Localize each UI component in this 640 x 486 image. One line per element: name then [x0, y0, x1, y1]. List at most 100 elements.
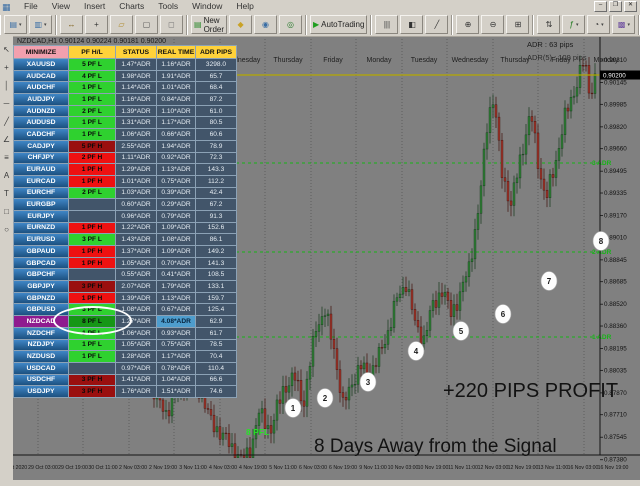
- price-axis-label: 0.88360: [604, 323, 627, 330]
- crosshair-tool[interactable]: +: [4, 63, 9, 72]
- symbol-cell-eurjpy[interactable]: EURJPY: [14, 210, 68, 222]
- symbol-cell-gbpusd[interactable]: GBPUSD: [14, 304, 68, 316]
- close-button[interactable]: ✕: [624, 1, 637, 12]
- symbol-cell-euraud[interactable]: EURAUD: [14, 164, 68, 175]
- symbol-cell-nzdchf[interactable]: NZDCHF: [14, 327, 68, 339]
- realtime-cell: 0.70*ADR: [157, 257, 195, 269]
- weekday-label: Monday: [594, 57, 619, 64]
- symbol-cell-audcad[interactable]: AUDCAD: [14, 70, 68, 82]
- crosshair-icon[interactable]: +: [85, 15, 108, 34]
- rectangle-tool[interactable]: □: [4, 207, 9, 216]
- channel-tool[interactable]: ∠: [2, 135, 11, 144]
- symbol-cell-nzdjpy[interactable]: NZDJPY: [14, 339, 68, 351]
- day-marker-number: 2: [323, 394, 328, 403]
- symbol-cell-audjpy[interactable]: AUDJPY: [14, 94, 68, 105]
- arrange-icon[interactable]: ⇅: [537, 15, 561, 34]
- tile-windows-icon[interactable]: ⊞: [506, 15, 530, 34]
- symbol-cell-usdchf[interactable]: USDCHF: [14, 374, 68, 386]
- symbol-cell-cadjpy[interactable]: CADJPY: [14, 140, 68, 152]
- minimize-button[interactable]: –: [594, 1, 607, 12]
- zoom-box-icon[interactable]: ◻: [160, 15, 183, 34]
- symbol-cell-nzdcad[interactable]: NZDCAD: [14, 316, 68, 327]
- adr-pips-cell: 152.6: [196, 222, 236, 234]
- panel-header-status[interactable]: STATUS: [116, 46, 156, 58]
- adr-pips-cell: 67.2: [196, 199, 236, 210]
- symbol-cell-usdjpy[interactable]: USDJPY: [14, 386, 68, 397]
- symbol-cell-gbpjpy[interactable]: GBPJPY: [14, 281, 68, 292]
- symbol-cell-audchf[interactable]: AUDCHF: [14, 82, 68, 94]
- price-axis-label: 0.88845: [604, 257, 627, 264]
- panel-header-adr-pips[interactable]: ADR PIPS: [196, 46, 236, 58]
- symbol-cell-chfjpy[interactable]: CHFJPY: [14, 152, 68, 164]
- new-chart-icon[interactable]: ▤ ▾: [4, 15, 27, 34]
- chart-window-icon[interactable]: ▱: [110, 15, 133, 34]
- symbol-cell-eurchf[interactable]: EURCHF: [14, 187, 68, 199]
- line-chart-icon[interactable]: ╱: [425, 15, 449, 34]
- time-axis-label: 13 Nov 11:00: [538, 465, 569, 471]
- weekday-label: Friday: [551, 57, 571, 64]
- menu-insert[interactable]: Insert: [83, 1, 106, 11]
- expert-advisor-icon[interactable]: ◆: [229, 15, 253, 34]
- text-tool[interactable]: A: [3, 171, 10, 180]
- web-terminal-icon[interactable]: ◎: [279, 15, 303, 34]
- pf-cell: 1 PF L: [69, 351, 115, 362]
- accounts-icon[interactable]: ◉: [254, 15, 278, 34]
- weekday-label: Wednesday: [452, 57, 489, 64]
- panel-header-pf-h-l[interactable]: PF H/L: [69, 46, 115, 58]
- restore-button[interactable]: ❐: [609, 1, 622, 12]
- symbol-cell-audusd[interactable]: AUDUSD: [14, 117, 68, 129]
- symbol-cell-eurnzd[interactable]: EURNZD: [14, 222, 68, 234]
- profiles-icon[interactable]: ▥ ▾: [29, 15, 52, 34]
- realtime-cell: 0.84*ADR: [157, 94, 195, 105]
- ellipse-tool[interactable]: ○: [4, 225, 9, 234]
- menu-charts[interactable]: Charts: [119, 1, 145, 11]
- autotrading-button[interactable]: ▶ AutoTrading: [310, 15, 368, 34]
- symbol-cell-nzdusd[interactable]: NZDUSD: [14, 351, 68, 362]
- status-cell: 1.28*ADR: [116, 351, 156, 362]
- symbol-cell-gbpcad[interactable]: GBPCAD: [14, 257, 68, 269]
- panel-header-real-time[interactable]: REAL TIME: [157, 46, 195, 58]
- menu-file[interactable]: File: [24, 1, 38, 11]
- time-axis-label: 29 Oct 19:00: [58, 465, 88, 471]
- realtime-cell: 1.17*ADR: [157, 117, 195, 129]
- symbol-cell-cadchf[interactable]: CADCHF: [14, 129, 68, 140]
- label-tool[interactable]: T: [4, 189, 9, 198]
- symbol-cell-gbpnzd[interactable]: GBPNZD: [14, 292, 68, 304]
- templates-icon[interactable]: ▩ ▾: [612, 15, 636, 34]
- realtime-cell: 1.94*ADR: [157, 140, 195, 152]
- menu-window[interactable]: Window: [192, 1, 223, 11]
- zoom-out-icon[interactable]: ⊖: [481, 15, 505, 34]
- time-axis-label: 2 Nov 03:00: [119, 465, 147, 471]
- indicators-icon[interactable]: ƒ ▾: [562, 15, 586, 34]
- menu-help[interactable]: Help: [236, 1, 254, 11]
- panel-row-usdchf: USDCHF 3 PF H 1.41*ADR 1.04*ADR 66.6: [14, 374, 236, 386]
- menu-tools[interactable]: Tools: [158, 1, 179, 11]
- panel-row-audcad: AUDCAD 4 PF L 1.98*ADR 1.91*ADR 65.7: [14, 70, 236, 82]
- objects-list-icon[interactable]: ▢: [135, 15, 158, 34]
- symbol-cell-eurcad[interactable]: EURCAD: [14, 175, 68, 187]
- scroll-to-end-icon[interactable]: ↔: [60, 15, 83, 34]
- panel-row-audjpy: AUDJPY 1 PF L 1.16*ADR 0.84*ADR 87.2: [14, 94, 236, 105]
- symbol-cell-gbpchf[interactable]: GBPCHF: [14, 269, 68, 281]
- periods-icon[interactable]: ◔ ▾: [587, 15, 611, 34]
- status-cell: 1.16*ADR: [116, 94, 156, 105]
- trendline-tool[interactable]: ╱: [4, 117, 9, 126]
- symbol-cell-eurusd[interactable]: EURUSD: [14, 234, 68, 245]
- vertical-line-tool[interactable]: │: [4, 81, 9, 90]
- candle-chart-icon[interactable]: ◧: [400, 15, 424, 34]
- day-marker-3: [359, 372, 377, 392]
- zoom-in-icon[interactable]: ⊕: [456, 15, 480, 34]
- horizontal-line-tool[interactable]: ─: [3, 99, 10, 108]
- symbol-cell-xauusd[interactable]: XAUUSD: [14, 59, 68, 70]
- cursor-tool[interactable]: ↖: [3, 45, 10, 54]
- symbol-cell-usdcad[interactable]: USDCAD: [14, 362, 68, 374]
- symbol-cell-audnzd[interactable]: AUDNZD: [14, 105, 68, 117]
- symbol-cell-gbpaud[interactable]: GBPAUD: [14, 246, 68, 257]
- new-order-button[interactable]: ▤ New Order: [191, 15, 228, 34]
- bar-chart-icon[interactable]: |||: [375, 15, 399, 34]
- symbol-cell-eurgbp[interactable]: EURGBP: [14, 199, 68, 210]
- fibonacci-tool[interactable]: ≡: [4, 153, 9, 162]
- pf-cell: 2 PF L: [69, 105, 115, 117]
- panel-header-minimize[interactable]: MINIMIZE: [14, 46, 68, 58]
- menu-view[interactable]: View: [51, 1, 70, 11]
